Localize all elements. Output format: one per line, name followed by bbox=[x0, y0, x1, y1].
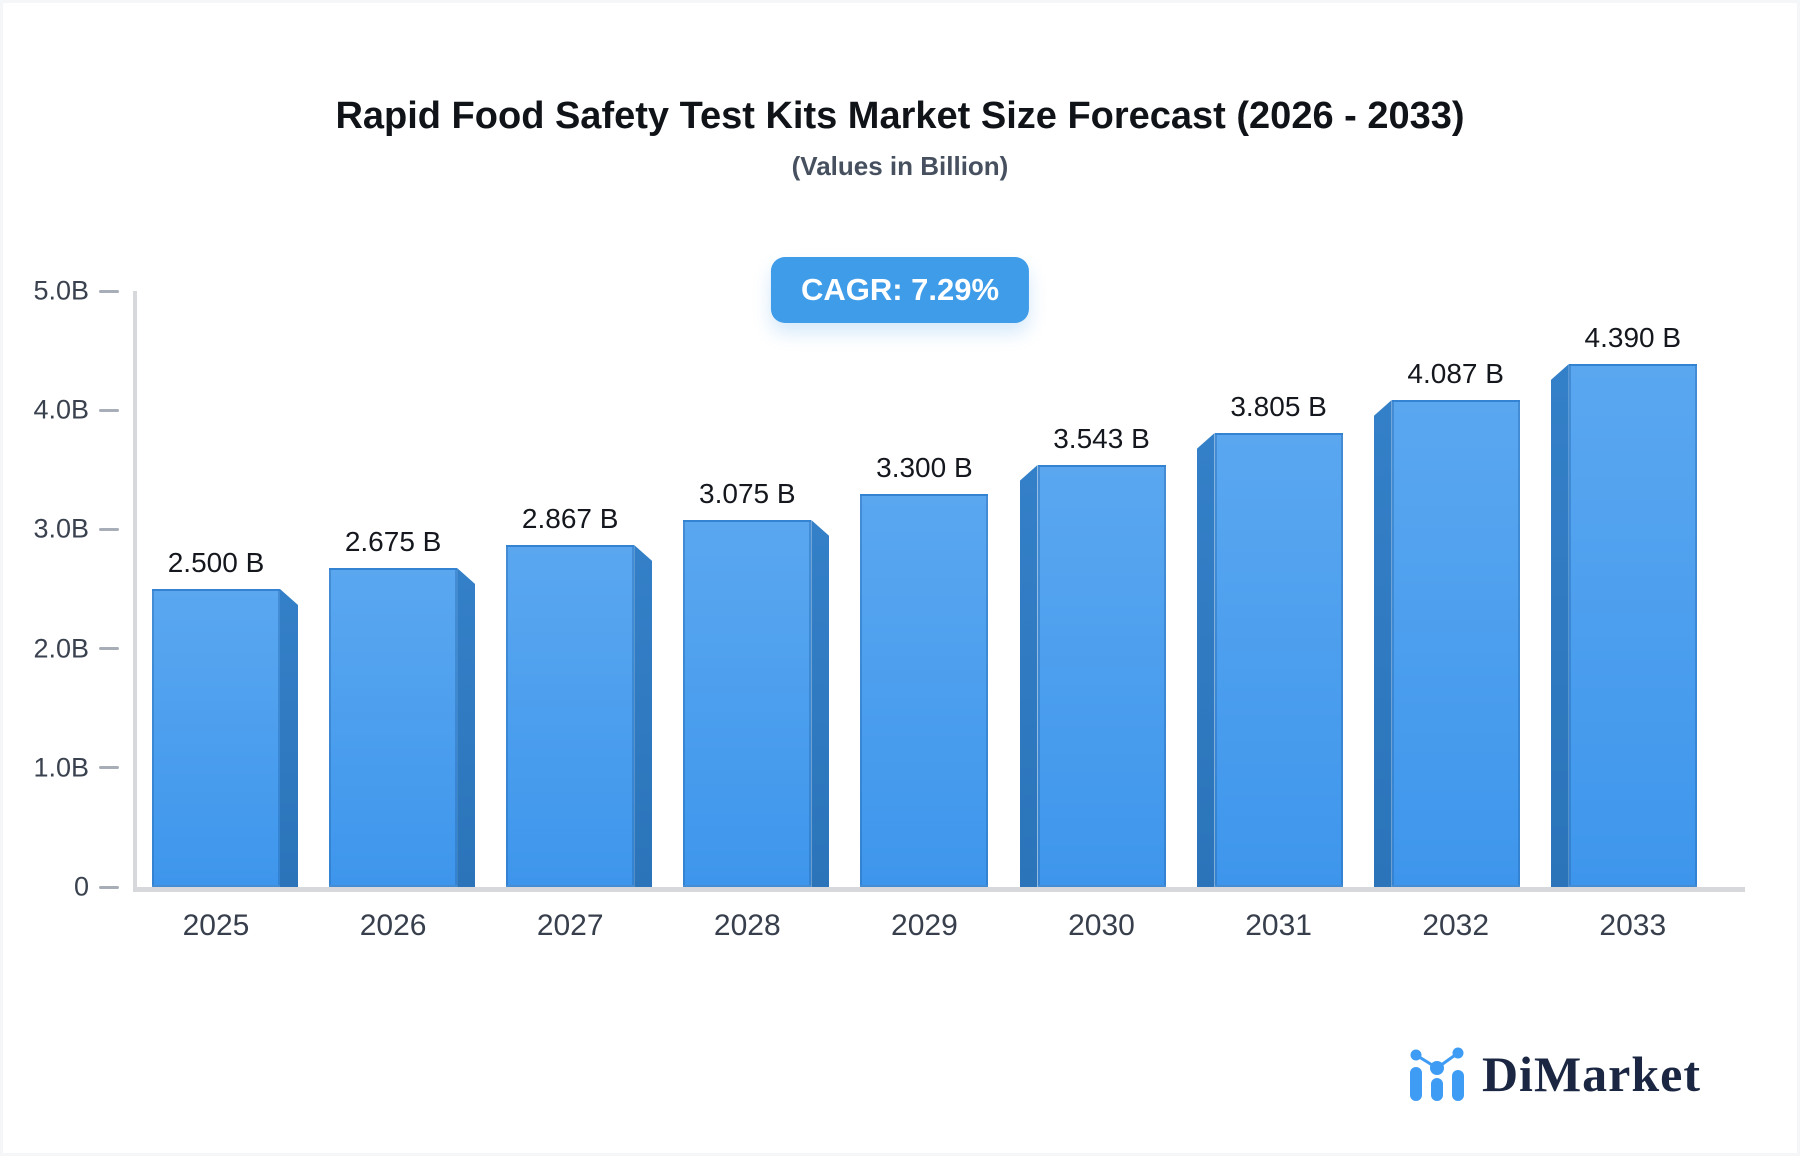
y-tick-mark bbox=[99, 289, 119, 293]
bar-2033[interactable] bbox=[1568, 364, 1697, 887]
x-tick-label-2031: 2031 bbox=[1245, 909, 1312, 942]
y-tick-mark bbox=[99, 408, 119, 412]
bar-3d-side-2025 bbox=[280, 589, 298, 887]
bar-value-label-2027: 2.867 B bbox=[521, 503, 619, 534]
bar-group-2032: 4.087 B 2032 bbox=[1373, 358, 1520, 942]
chart-title: Rapid Food Safety Test Kits Market Size … bbox=[335, 95, 1465, 137]
bar-3d-side-2026 bbox=[457, 568, 476, 887]
y-tick-label-4.0B: 4.0B bbox=[33, 394, 89, 425]
bar-2030[interactable] bbox=[1037, 465, 1166, 887]
x-tick-label-2032: 2032 bbox=[1422, 909, 1490, 942]
bar-value-label-2032: 4.087 B bbox=[1407, 358, 1504, 389]
y-tick-mark bbox=[99, 885, 119, 889]
x-axis-line bbox=[133, 887, 1745, 892]
y-tick-label-1.0B: 1.0B bbox=[33, 752, 89, 783]
cagr-badge: CAGR: 7.29% bbox=[770, 257, 1030, 323]
y-tick-label-2.0B: 2.0B bbox=[33, 633, 89, 664]
bar-value-label-2026: 2.675 B bbox=[344, 526, 442, 557]
bar-group-2031: 3.805 B 2031 bbox=[1196, 391, 1343, 942]
bar-value-label-2025: 2.500 B bbox=[167, 547, 265, 578]
bar-3d-side-2033 bbox=[1550, 364, 1569, 887]
bar-2027[interactable] bbox=[506, 545, 635, 887]
x-tick-label-2030: 2030 bbox=[1068, 909, 1135, 942]
bar-3d-side-2030 bbox=[1019, 465, 1038, 887]
bar-2031[interactable] bbox=[1214, 433, 1343, 887]
plot-area: 2.500 B 2025 2.675 B 2026 2.867 B 2027 3.075 B… bbox=[133, 291, 1749, 942]
bar-group-2029: 3.300 B 2029 bbox=[860, 452, 989, 942]
bar-chart-logo-icon bbox=[1406, 1045, 1468, 1103]
bar-value-label-2031: 3.805 B bbox=[1230, 391, 1327, 422]
y-axis-line bbox=[133, 291, 137, 892]
bar-group-2028: 3.075 B 2028 bbox=[683, 478, 830, 942]
bar-2032[interactable] bbox=[1391, 400, 1520, 887]
y-tick-label-3.0B: 3.0B bbox=[33, 513, 89, 544]
bar-group-2026: 2.675 B 2026 bbox=[329, 526, 476, 942]
x-tick-label-2033: 2033 bbox=[1599, 909, 1667, 942]
bar-2025[interactable] bbox=[152, 589, 280, 887]
y-axis: 0 1.0B 2.0B 3.0B 4.0B 5.0B bbox=[3, 276, 133, 902]
y-tick-mark bbox=[99, 647, 119, 651]
bar-group-2030: 3.543 B 2030 bbox=[1019, 423, 1166, 942]
x-tick-label-2028: 2028 bbox=[713, 909, 781, 942]
bar-value-label-2030: 3.543 B bbox=[1053, 423, 1150, 454]
x-tick-label-2027: 2027 bbox=[536, 909, 604, 942]
y-tick-label-5.0B: 5.0B bbox=[33, 275, 89, 306]
bar-3d-side-2028 bbox=[811, 520, 830, 887]
y-tick-mark bbox=[99, 527, 119, 531]
chart-subtitle: (Values in Billion) bbox=[791, 151, 1009, 181]
bar-value-label-2028: 3.075 B bbox=[699, 478, 796, 509]
bar-group-2027: 2.867 B 2027 bbox=[506, 503, 653, 942]
brand-name: DiMarket bbox=[1481, 1046, 1701, 1102]
brand-logo: DiMarket bbox=[1406, 1045, 1701, 1103]
bar-group-2033: 4.390 B 2033 bbox=[1550, 322, 1697, 942]
bar-value-label-2033: 4.390 B bbox=[1584, 322, 1682, 353]
bar-3d-side-2027 bbox=[634, 545, 653, 887]
bar-value-label-2029: 3.300 B bbox=[876, 452, 973, 483]
x-tick-label-2026: 2026 bbox=[359, 909, 427, 942]
bar-2026[interactable] bbox=[329, 568, 458, 887]
y-tick-label-0: 0 bbox=[73, 871, 89, 902]
bar-2029[interactable] bbox=[860, 494, 989, 887]
x-tick-label-2025: 2025 bbox=[182, 909, 250, 942]
bar-2028[interactable] bbox=[683, 520, 812, 887]
bar-3d-side-2032 bbox=[1373, 400, 1392, 887]
bar-3d-side-2031 bbox=[1196, 433, 1215, 887]
x-tick-label-2029: 2029 bbox=[891, 909, 958, 942]
bar-group-2025: 2.500 B 2025 bbox=[152, 547, 298, 942]
y-tick-mark bbox=[99, 766, 119, 770]
